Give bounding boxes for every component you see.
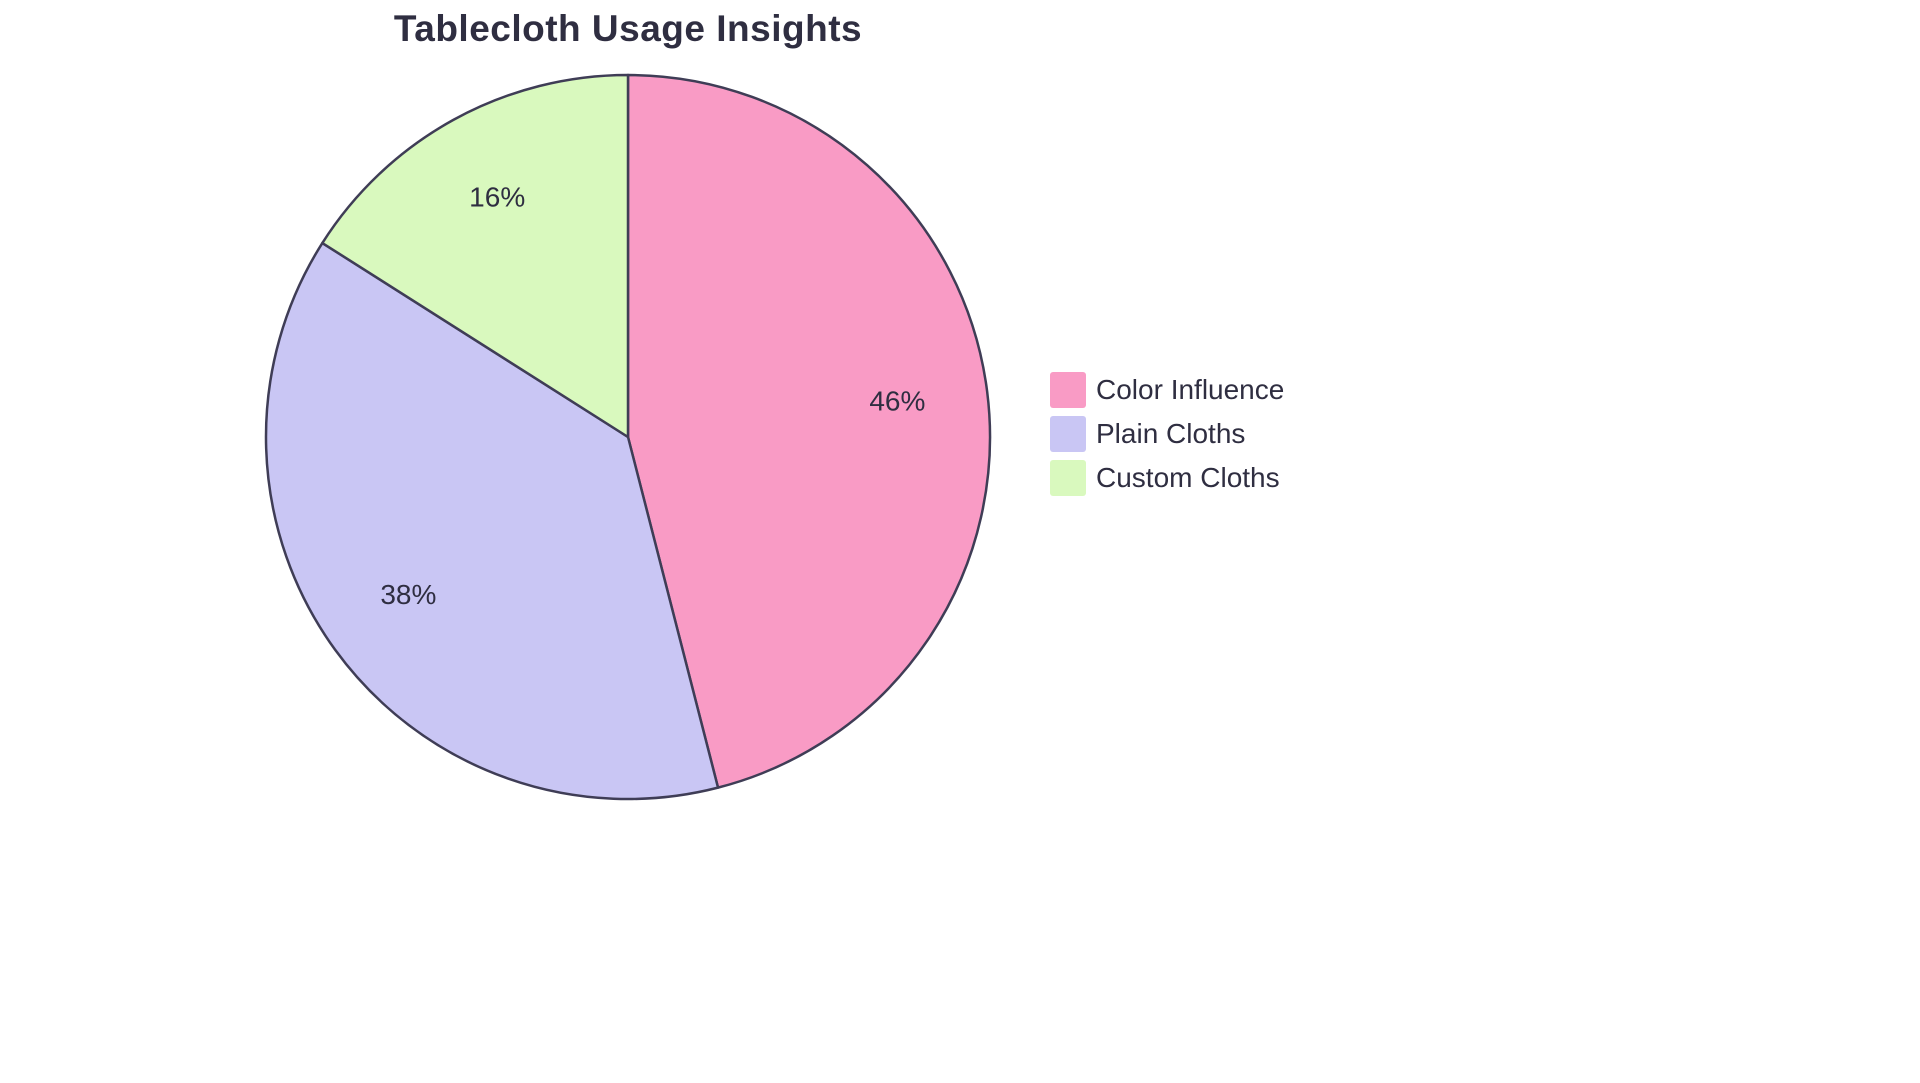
legend-item-custom-cloths: Custom Cloths (1050, 460, 1284, 496)
pie-percent-label-plain-cloths: 38% (380, 579, 436, 610)
legend-label-color-influence: Color Influence (1096, 374, 1285, 405)
pie-slice-plain-cloths (264, 241, 720, 801)
legend: Color Influence Plain Cloths Custom Cloths (1050, 372, 1284, 496)
pie-percent-label-custom-cloths: 16% (469, 181, 525, 212)
pie-percent-label-color-influence: 46% (869, 385, 925, 416)
legend-item-color-influence: Color Influence (1050, 372, 1284, 408)
legend-swatch-plain-cloths (1050, 416, 1086, 452)
legend-swatch-custom-cloths (1050, 460, 1086, 496)
chart-title: Tablecloth Usage Insights (393, 8, 863, 49)
legend-item-plain-cloths: Plain Cloths (1050, 416, 1284, 452)
pie-slice-custom-cloths (321, 73, 630, 439)
pie-slice-color-influence (626, 73, 992, 789)
legend-label-plain-cloths: Plain Cloths (1096, 418, 1246, 449)
legend-swatch-color-influence (1050, 372, 1086, 408)
legend-label-custom-cloths: Custom Cloths (1096, 462, 1280, 493)
